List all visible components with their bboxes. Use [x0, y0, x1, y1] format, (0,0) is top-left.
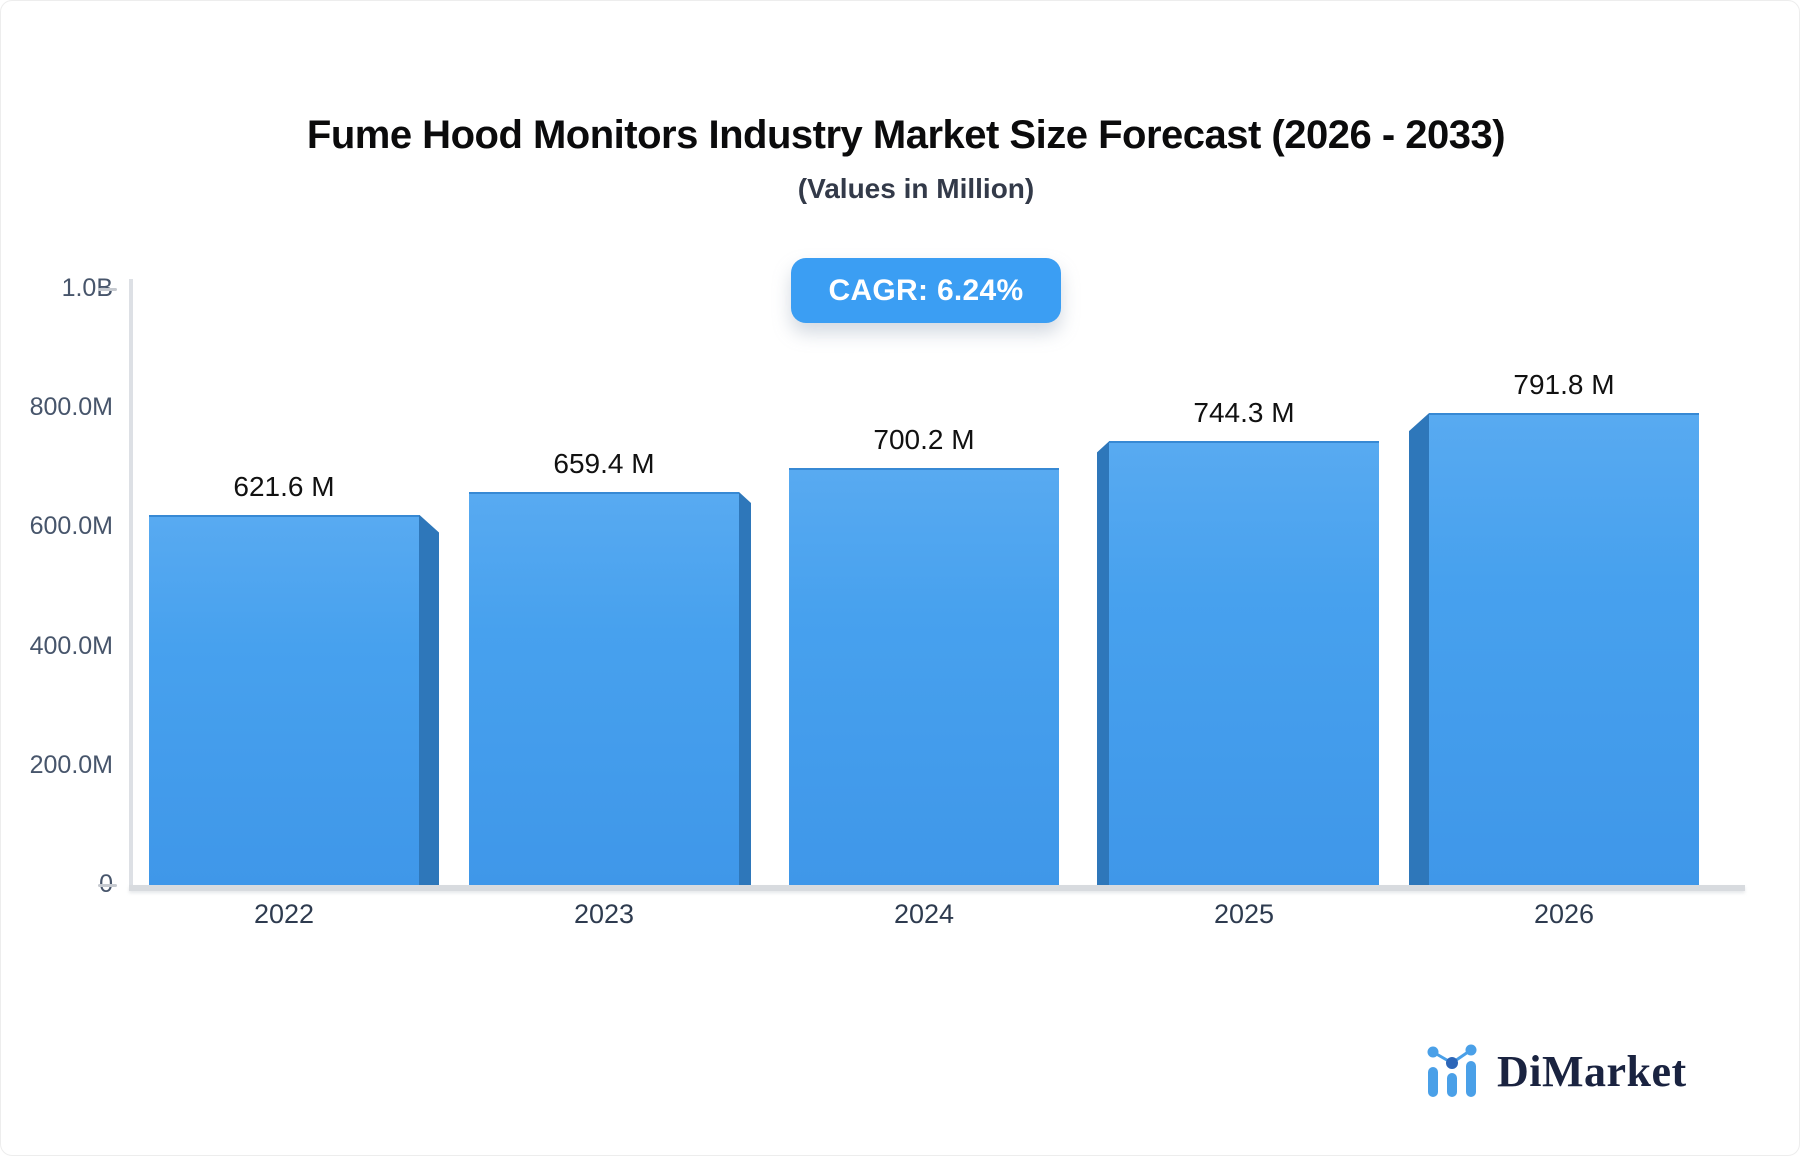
- bar-value-label-2025: 744.3 M: [1193, 397, 1295, 429]
- chart-title: Fume Hood Monitors Industry Market Size …: [306, 113, 1506, 157]
- bar-side-face-2022: [419, 514, 439, 885]
- bar-2026: [1429, 413, 1699, 885]
- bar-value-label-2023: 659.4 M: [553, 447, 655, 479]
- y-axis-line: [129, 279, 133, 891]
- bar-value-label-2022: 621.6 M: [233, 470, 335, 502]
- bar-value-label-2024: 700.2 M: [873, 423, 975, 455]
- dimarket-logo-icon: [1427, 1044, 1477, 1097]
- x-axis-label-2022: 2022: [253, 899, 315, 929]
- dimarket-logo: DiMarket: [1425, 1043, 1687, 1099]
- x-axis-baseline: [129, 885, 1745, 891]
- bar-2022: [149, 514, 419, 885]
- bar-side-face-2025: [1097, 441, 1109, 885]
- y-axis-label-400.0M: 400.0M: [29, 631, 113, 660]
- x-axis-label-2026: 2026: [1533, 899, 1595, 929]
- bar-2025: [1109, 441, 1379, 885]
- y-axis-label-600.0M: 600.0M: [29, 512, 113, 541]
- cagr-badge-label: CAGR: 6.24%: [828, 273, 1024, 307]
- chart-subtitle: (Values in Million): [797, 173, 1035, 204]
- y-axis-tick: [98, 883, 117, 887]
- dimarket-logo-text: DiMarket: [1497, 1046, 1687, 1096]
- bar-side-face-2023: [739, 491, 751, 885]
- x-axis-label-2023: 2023: [573, 899, 635, 929]
- x-axis-label-2024: 2024: [893, 899, 955, 929]
- bar-value-label-2026: 791.8 M: [1513, 369, 1615, 401]
- x-axis-label-2025: 2025: [1213, 899, 1275, 929]
- y-axis-label-200.0M: 200.0M: [29, 750, 113, 779]
- y-axis-label-800.0M: 800.0M: [29, 393, 113, 422]
- bar-2023: [469, 491, 739, 885]
- bar-side-face-2026: [1409, 413, 1429, 885]
- y-axis-tick: [98, 287, 117, 291]
- cagr-badge: CAGR: 6.24%: [791, 258, 1061, 323]
- bar-2024: [789, 467, 1059, 885]
